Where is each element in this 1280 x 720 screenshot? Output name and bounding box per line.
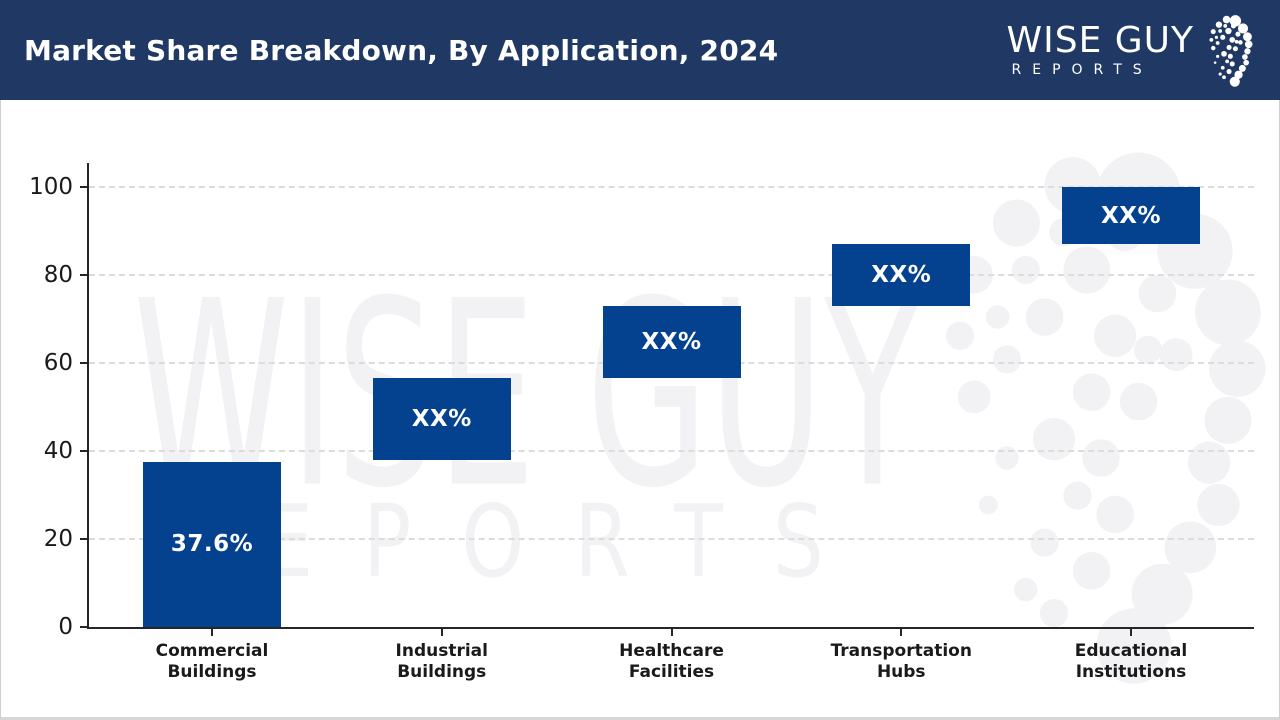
bar-label-3: XX% bbox=[871, 261, 932, 288]
x-tick-label-2-line-1: Facilities bbox=[628, 662, 715, 682]
x-tick-label-3-line-0: Transportation bbox=[830, 641, 972, 661]
y-tick-100 bbox=[80, 186, 87, 188]
y-tick-label-100: 100 bbox=[29, 174, 73, 200]
bar-1: XX% bbox=[372, 378, 511, 460]
bar-3: XX% bbox=[832, 244, 971, 306]
header: Market Share Breakdown, By Application, … bbox=[0, 0, 1280, 100]
chart-title: Market Share Breakdown, By Application, … bbox=[24, 33, 779, 67]
x-tick-label-2: Healthcare Facilities bbox=[557, 641, 787, 683]
gridline-80 bbox=[89, 274, 1254, 276]
wise-guy-logo: WISE GUY REPORTS bbox=[1007, 12, 1257, 88]
logo-head-icon bbox=[1209, 15, 1253, 87]
bar-label-1: XX% bbox=[411, 406, 472, 433]
logo-wordmark: WISE GUY bbox=[1006, 19, 1194, 61]
bar-label-2: XX% bbox=[641, 329, 702, 356]
y-tick-60 bbox=[80, 362, 87, 364]
bar-4: XX% bbox=[1062, 187, 1200, 245]
x-tick-label-1-line-1: Buildings bbox=[397, 662, 487, 682]
x-tick-label-0-line-0: Commercial bbox=[155, 641, 269, 661]
gridline-40 bbox=[89, 450, 1254, 452]
y-tick-0 bbox=[80, 626, 87, 628]
x-axis-spine bbox=[87, 627, 1254, 629]
x-tick-label-0: Commercial Buildings bbox=[97, 641, 327, 683]
logo-text: WISE GUY REPORTS bbox=[1006, 19, 1195, 78]
x-tick-1 bbox=[440, 629, 443, 636]
x-tick-0 bbox=[211, 629, 213, 636]
x-tick-label-4: Educational Institutions bbox=[1016, 641, 1246, 683]
y-tick-20 bbox=[80, 538, 87, 540]
chart-area: WISE GUY REPORTS 0 20 40 60 80 100 37.6% Commer… bbox=[0, 100, 1280, 720]
x-tick-label-4-line-0: Educational bbox=[1074, 641, 1188, 661]
bar-label-4: XX% bbox=[1100, 202, 1161, 229]
logo-subtitle: REPORTS bbox=[1011, 61, 1153, 78]
waterfall-chart: 0 20 40 60 80 100 37.6% Commercial Buildings XX% I… bbox=[1, 100, 1279, 717]
y-tick-label-40: 40 bbox=[43, 438, 73, 464]
y-tick-label-60: 60 bbox=[43, 350, 73, 376]
y-tick-label-20: 20 bbox=[43, 526, 73, 552]
y-tick-label-80: 80 bbox=[43, 262, 73, 288]
x-tick-label-2-line-0: Healthcare bbox=[619, 641, 724, 661]
y-tick-80 bbox=[80, 274, 87, 276]
x-tick-2 bbox=[670, 629, 673, 636]
x-tick-label-3: Transportation Hubs bbox=[786, 641, 1016, 683]
x-tick-4 bbox=[1130, 629, 1132, 636]
x-tick-label-0-line-1: Buildings bbox=[167, 662, 257, 682]
x-tick-label-1-line-0: Industrial bbox=[395, 641, 488, 661]
x-tick-3 bbox=[900, 629, 903, 636]
gridline-20 bbox=[89, 538, 1254, 540]
x-tick-label-1: Industrial Buildings bbox=[327, 641, 557, 683]
bar-2: XX% bbox=[602, 305, 741, 379]
y-axis-spine bbox=[87, 163, 89, 629]
bar-label-0: 37.6% bbox=[170, 531, 254, 558]
gridline-100 bbox=[89, 186, 1254, 188]
x-tick-label-3-line-1: Hubs bbox=[876, 662, 926, 682]
y-tick-40 bbox=[80, 450, 87, 452]
y-tick-label-0: 0 bbox=[58, 614, 73, 640]
bar-0: 37.6% bbox=[143, 461, 281, 627]
x-tick-label-4-line-1: Institutions bbox=[1075, 662, 1187, 682]
